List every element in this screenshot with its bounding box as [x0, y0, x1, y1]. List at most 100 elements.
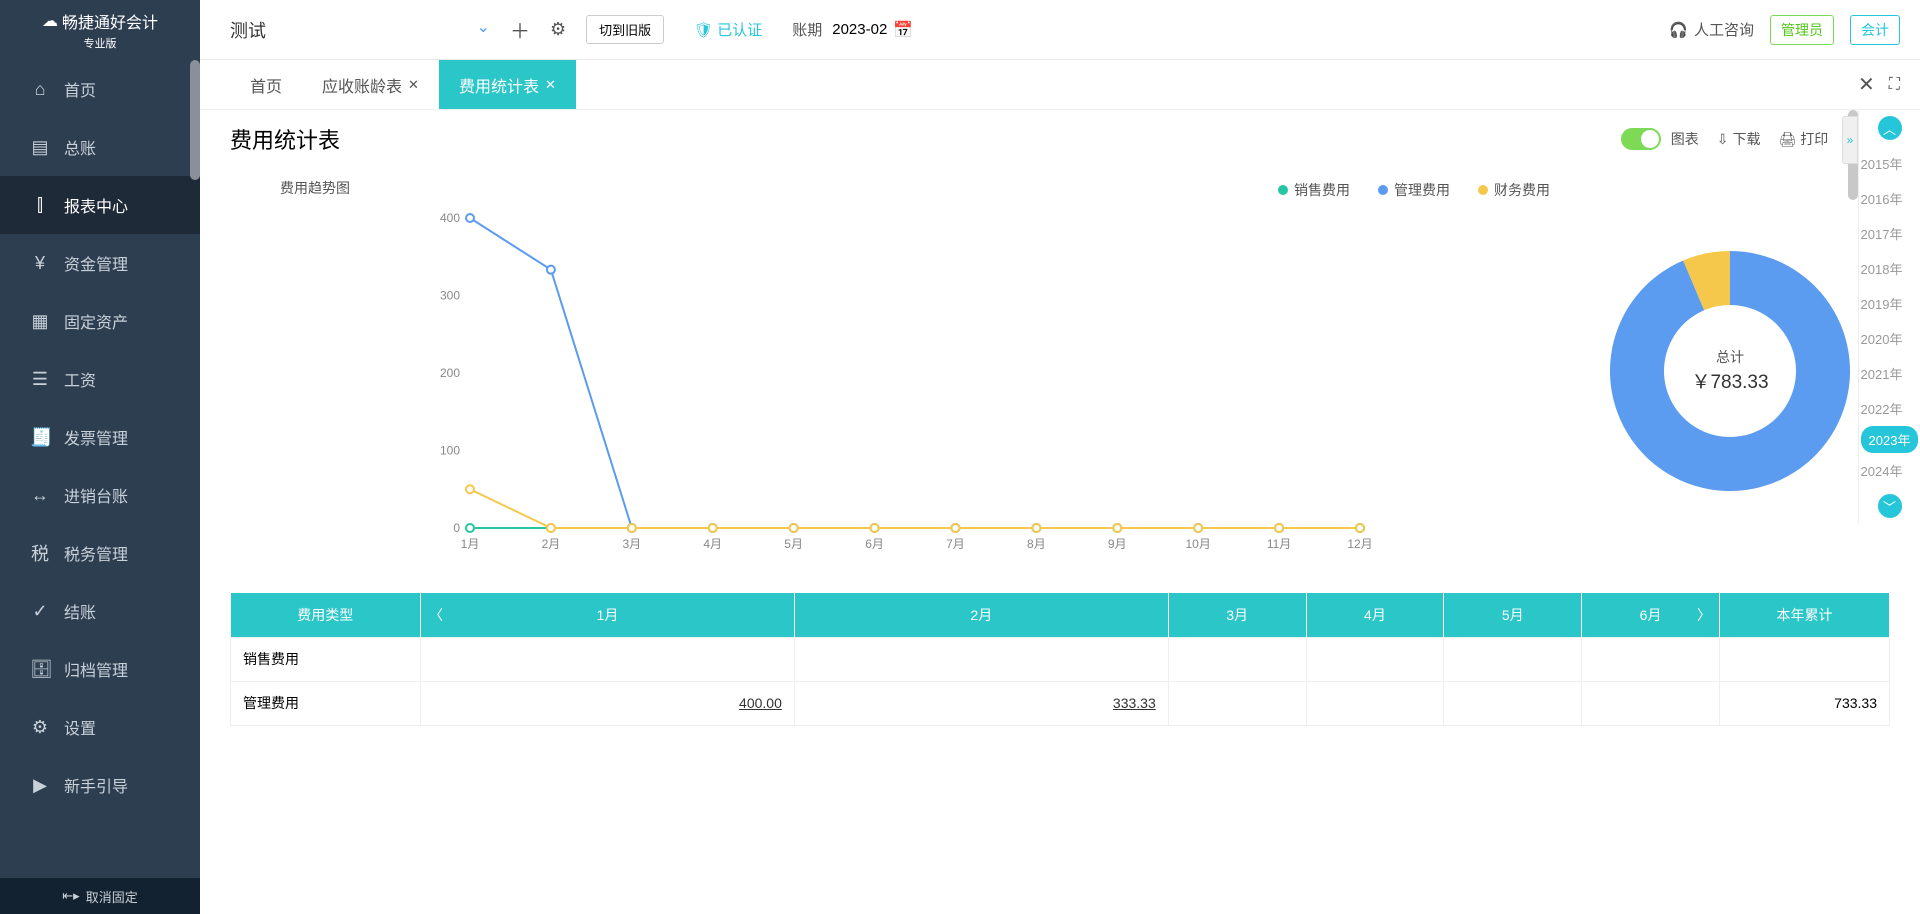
tab-close-icon[interactable]: ✕	[545, 77, 556, 93]
year-2021年[interactable]: 2021年	[1861, 356, 1919, 391]
sidebar-item-首页[interactable]: ⌂首页	[0, 60, 200, 118]
year-2024年[interactable]: 2024年	[1861, 453, 1919, 488]
cell	[794, 637, 1168, 681]
cell[interactable]: 400.00	[421, 681, 795, 725]
sidebar-item-icon: ▶	[30, 775, 50, 796]
tab-首页[interactable]: 首页	[230, 60, 302, 109]
svg-text:0: 0	[453, 521, 460, 535]
sidebar-item-icon: 🗄	[30, 659, 50, 680]
year-panel: ︿ 2015年2016年2017年2018年2019年2020年2021年202…	[1858, 110, 1920, 524]
sidebar-item-资金管理[interactable]: ¥资金管理	[0, 234, 200, 292]
sidebar-item-icon: ↔	[30, 485, 50, 506]
year-up-button[interactable]: ︿	[1878, 116, 1902, 140]
cell	[1582, 637, 1720, 681]
sidebar-item-工资[interactable]: ☰ 工资	[0, 350, 200, 408]
sidebar-item-icon: ⌂	[30, 79, 50, 100]
th-month: 4月	[1306, 593, 1444, 637]
sidebar-item-label: 工资	[64, 367, 96, 391]
legend-item[interactable]: 财务费用	[1478, 180, 1550, 200]
plus-icon[interactable]: ＋	[510, 15, 530, 44]
tab-label: 费用统计表	[459, 73, 539, 97]
sidebar-item-发票管理[interactable]: 🧾发票管理	[0, 408, 200, 466]
admin-role-badge[interactable]: 管理员	[1770, 15, 1834, 45]
svg-text:3月: 3月	[622, 537, 641, 551]
year-2022年[interactable]: 2022年	[1861, 391, 1919, 426]
sidebar-item-结账[interactable]: ✓结账	[0, 582, 200, 640]
tab-费用统计表[interactable]: 费用统计表 ✕	[439, 60, 576, 109]
period-label: 账期	[792, 19, 822, 40]
cell	[1168, 681, 1306, 725]
tenant-selector[interactable]: 测试 ⌄	[230, 17, 490, 43]
sidebar-item-税务管理[interactable]: 税税务管理	[0, 524, 200, 582]
legend-label: 管理费用	[1394, 180, 1450, 200]
year-2017年[interactable]: 2017年	[1861, 216, 1919, 251]
sidebar-item-icon: ⫿	[30, 195, 50, 216]
content: 首页应收账龄表✕费用统计表✕ ✕ ⛶ 费用统计表 图表 ⇩下载 🖨打印 ↻刷新 …	[200, 60, 1920, 914]
headset-icon: 🎧	[1669, 21, 1688, 39]
verified-badge: 🛡已认证	[694, 19, 762, 40]
sidebar-item-进销台账[interactable]: ↔进销台账	[0, 466, 200, 524]
next-months-icon[interactable]: 〉	[1697, 605, 1711, 625]
sidebar-item-label: 资金管理	[64, 251, 128, 275]
legend-item[interactable]: 管理费用	[1378, 180, 1450, 200]
unpin-button[interactable]: ⇤▸ 取消固定	[0, 878, 200, 914]
sidebar-item-icon: ▤	[30, 137, 50, 158]
sidebar-item-icon: ☰	[30, 369, 50, 390]
sidebar-item-归档管理[interactable]: 🗄 归档管理	[0, 640, 200, 698]
old-version-button[interactable]: 切到旧版	[586, 15, 664, 44]
scrollbar[interactable]	[190, 60, 200, 180]
gear-icon[interactable]: ⚙	[550, 19, 566, 40]
legend-item[interactable]: 销售费用	[1278, 180, 1350, 200]
sidebar-item-固定资产[interactable]: ▦固定资产	[0, 292, 200, 350]
print-button[interactable]: 🖨打印	[1778, 129, 1828, 149]
year-2019年[interactable]: 2019年	[1861, 286, 1919, 321]
tab-label: 首页	[250, 73, 282, 97]
download-button[interactable]: ⇩下载	[1717, 129, 1761, 149]
table-wrap: 费用类型〈1月2月3月4月5月6月〉本年累计销售费用管理费用400.00333.…	[230, 593, 1890, 726]
year-down-button[interactable]: ﹀	[1878, 494, 1902, 518]
year-2023年[interactable]: 2023年	[1861, 426, 1919, 453]
cell	[1168, 637, 1306, 681]
legend: 销售费用 管理费用 财务费用	[1278, 180, 1550, 200]
svg-text:100: 100	[440, 444, 460, 458]
th-month: 6月〉	[1582, 593, 1720, 637]
year-2018年[interactable]: 2018年	[1861, 251, 1919, 286]
sidebar-item-总账[interactable]: ▤总账	[0, 118, 200, 176]
page-header: 费用统计表 图表 ⇩下载 🖨打印 ↻刷新	[200, 110, 1920, 168]
consult-button[interactable]: 🎧人工咨询	[1669, 19, 1754, 40]
sidebar-item-报表中心[interactable]: ⫿报表中心	[0, 176, 200, 234]
prev-months-icon[interactable]: 〈	[429, 605, 443, 625]
period-value[interactable]: 2023-02	[832, 21, 887, 38]
sidebar-item-label: 归档管理	[64, 657, 128, 681]
tab-应收账龄表[interactable]: 应收账龄表✕	[302, 60, 439, 109]
calendar-icon[interactable]: 📅	[893, 20, 913, 40]
svg-text:10月: 10月	[1186, 537, 1211, 551]
cell	[421, 637, 795, 681]
sidebar-item-新手引导[interactable]: ▶新手引导	[0, 756, 200, 814]
download-icon: ⇩	[1717, 131, 1729, 148]
close-icon[interactable]: ✕	[1858, 72, 1875, 97]
chart-toggle[interactable]	[1621, 128, 1661, 150]
logo: ☁畅捷通好会计 专业版	[0, 0, 200, 60]
app-edition: 专业版	[84, 35, 117, 51]
svg-text:400: 400	[440, 211, 460, 225]
sidebar-item-icon: 税	[30, 540, 50, 566]
sidebar-item-设置[interactable]: ⚙设置	[0, 698, 200, 756]
fullscreen-icon[interactable]: ⛶	[1889, 76, 1900, 94]
year-2020年[interactable]: 2020年	[1861, 321, 1919, 356]
year-2015年[interactable]: 2015年	[1861, 146, 1919, 181]
svg-text:1月: 1月	[461, 537, 480, 551]
tab-close-icon[interactable]: ✕	[408, 77, 419, 93]
sidebar-item-icon: ⚙	[30, 717, 50, 738]
cell	[1582, 681, 1720, 725]
accounting-role-badge[interactable]: 会计	[1850, 15, 1900, 45]
legend-dot-icon	[1478, 185, 1488, 195]
row-total	[1720, 637, 1890, 681]
year-2016年[interactable]: 2016年	[1861, 181, 1919, 216]
donut-center-value: ￥783.33	[1691, 367, 1768, 394]
chevron-down-icon: ⌄	[477, 17, 490, 37]
year-panel-toggle[interactable]: »	[1842, 116, 1858, 164]
cell	[1306, 637, 1444, 681]
sidebar-item-label: 固定资产	[64, 309, 128, 333]
cell[interactable]: 333.33	[794, 681, 1168, 725]
